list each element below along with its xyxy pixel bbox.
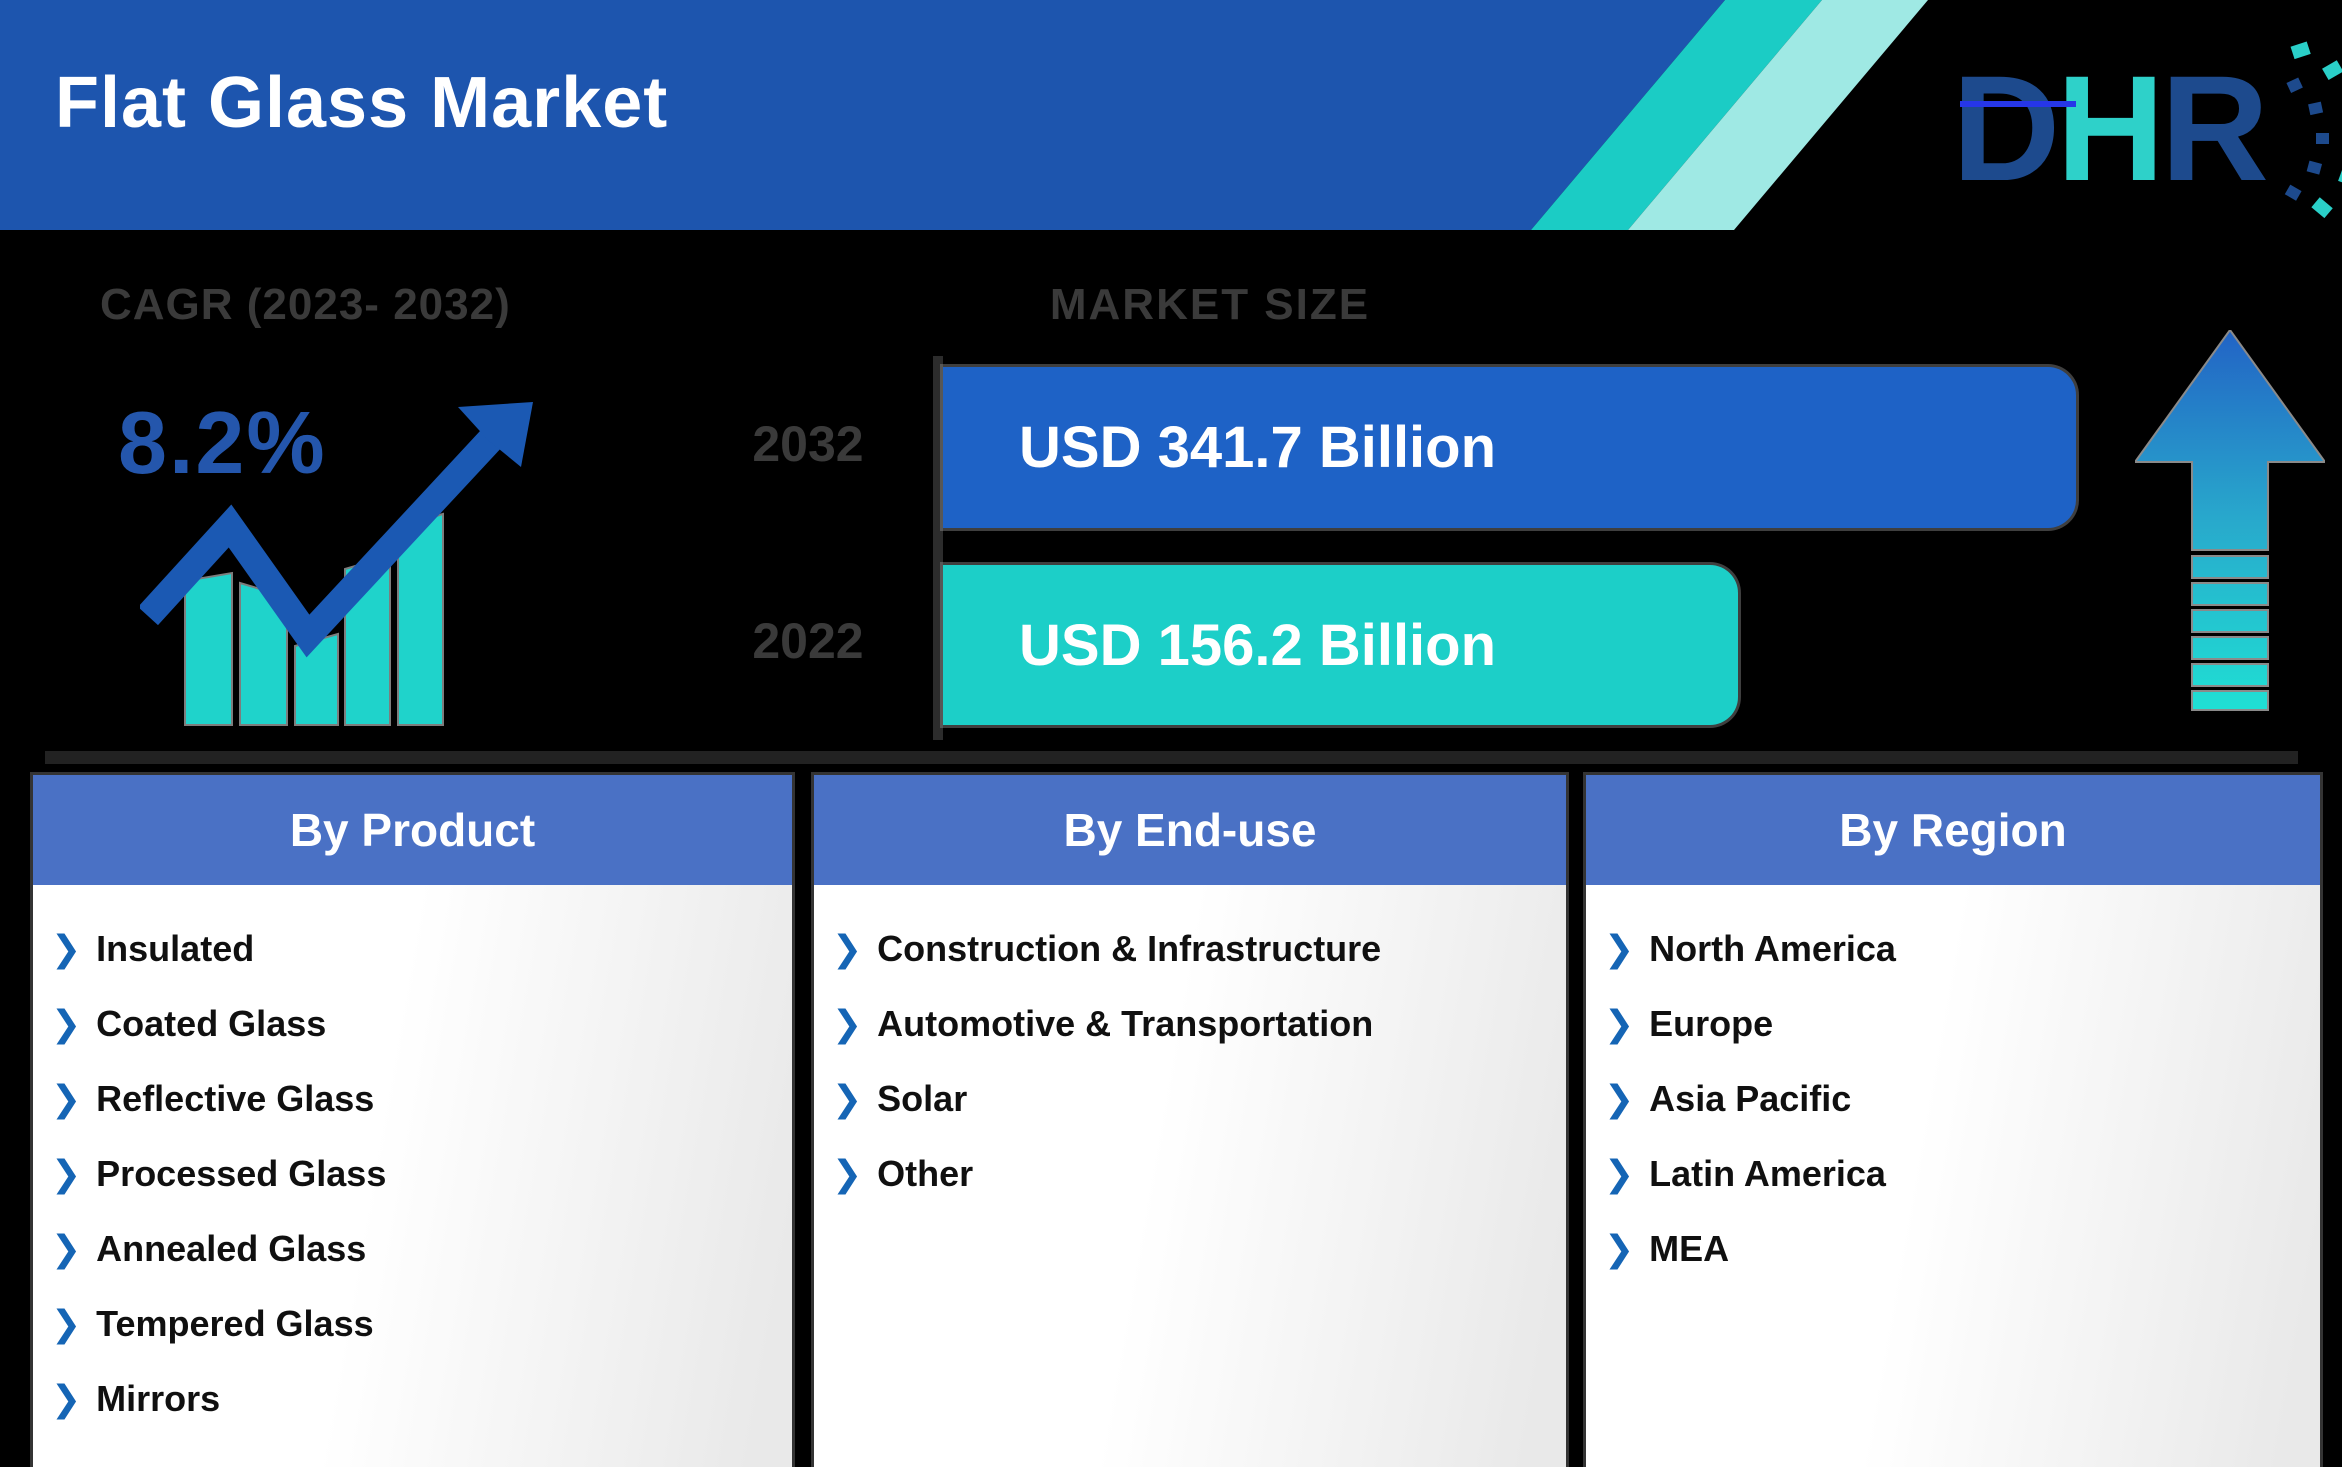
market-size-label: MARKET SIZE	[1049, 280, 1371, 329]
chevron-bullet-icon: ❯	[832, 927, 863, 969]
list-item: ❯ Automotive & Transportation	[832, 986, 1556, 1061]
list-item: ❯ North America	[1604, 911, 2310, 986]
chevron-bullet-icon: ❯	[1604, 1077, 1635, 1119]
list-item-label: Latin America	[1649, 1152, 1886, 1194]
list-item-label: Solar	[877, 1077, 968, 1119]
list-item: ❯ Insulated	[51, 911, 782, 986]
chevron-bullet-icon: ❯	[51, 1002, 82, 1044]
list-item: ❯ Tempered Glass	[51, 1286, 782, 1361]
list-item-label: Asia Pacific	[1649, 1077, 1852, 1119]
chevron-bullet-icon: ❯	[1604, 927, 1635, 969]
list-item: ❯ MEA	[1604, 1211, 2310, 1286]
logo-letter-d: D	[1952, 44, 2060, 212]
logo-accent-line	[1960, 101, 2076, 107]
growth-up-arrow-icon	[2135, 330, 2325, 711]
chevron-bullet-icon: ❯	[832, 1152, 863, 1194]
chevron-bullet-icon: ❯	[1604, 1002, 1635, 1044]
column-header-by-region: By Region	[1586, 775, 2320, 885]
list-item-label: Coated Glass	[96, 1002, 327, 1044]
list-item: ❯ Mirrors	[51, 1361, 782, 1436]
list-item: ❯ Latin America	[1604, 1136, 2310, 1211]
column-body-by-product: ❯ Insulated ❯ Coated Glass ❯ Reflective …	[33, 885, 792, 1467]
chevron-bullet-icon: ❯	[1604, 1152, 1635, 1194]
list-item-label: Annealed Glass	[96, 1227, 367, 1269]
segment-column-by-end-use: By End-use ❯ Construction & Infrastructu…	[811, 772, 1569, 1467]
logo-letter-h: H	[2056, 44, 2164, 212]
list-item-label: Processed Glass	[96, 1152, 387, 1194]
list-item-label: MEA	[1649, 1227, 1730, 1269]
market-size-bar-2032: USD 341.7 Billion	[943, 367, 2076, 528]
list-item-label: Other	[877, 1152, 974, 1194]
list-item: ❯ Solar	[832, 1061, 1556, 1136]
chevron-bullet-icon: ❯	[51, 1077, 82, 1119]
chevron-bullet-icon: ❯	[51, 1302, 82, 1344]
bar-axis-line	[933, 356, 943, 740]
list-item: ❯ Asia Pacific	[1604, 1061, 2310, 1136]
list-item-label: Europe	[1649, 1002, 1774, 1044]
list-item: ❯ Other	[832, 1136, 1556, 1211]
header-background	[0, 0, 1928, 230]
cagr-value: 8.2%	[118, 393, 327, 492]
year-label-2032: 2032	[752, 416, 864, 472]
list-item-label: Reflective Glass	[96, 1077, 375, 1119]
list-item: ❯ Coated Glass	[51, 986, 782, 1061]
list-item-label: Tempered Glass	[96, 1302, 374, 1344]
segment-column-by-product: By Product ❯ Insulated ❯ Coated Glass ❯ …	[30, 772, 795, 1467]
list-item-label: Mirrors	[96, 1377, 221, 1419]
list-item: ❯ Annealed Glass	[51, 1211, 782, 1286]
list-item-label: Automotive & Transportation	[877, 1002, 1374, 1044]
logo-letter-r: R	[2160, 44, 2269, 212]
year-label-2022: 2022	[752, 613, 864, 669]
list-item-label: North America	[1649, 927, 1896, 969]
chevron-bullet-icon: ❯	[51, 927, 82, 969]
section-divider	[45, 751, 2298, 764]
logo-dot-burst-icon	[2284, 41, 2342, 219]
chevron-bullet-icon: ❯	[832, 1077, 863, 1119]
list-item-label: Insulated	[96, 927, 255, 969]
list-item-label: Construction & Infrastructure	[877, 927, 1382, 969]
list-item: ❯ Reflective Glass	[51, 1061, 782, 1136]
list-item: ❯ Europe	[1604, 986, 2310, 1061]
list-item: ❯ Construction & Infrastructure	[832, 911, 1556, 986]
chevron-bullet-icon: ❯	[51, 1152, 82, 1194]
cagr-label: CAGR (2023- 2032)	[100, 280, 511, 329]
page-title: Flat Glass Market	[55, 63, 669, 143]
chevron-bullet-icon: ❯	[51, 1377, 82, 1419]
column-header-by-product: By Product	[33, 775, 792, 885]
dhr-logo: DHR	[1952, 41, 2342, 219]
column-body-by-region: ❯ North America ❯ Europe ❯ Asia Pacific …	[1586, 885, 2320, 1467]
column-header-by-end-use: By End-use	[814, 775, 1566, 885]
list-item: ❯ Processed Glass	[51, 1136, 782, 1211]
chevron-bullet-icon: ❯	[832, 1002, 863, 1044]
dhr-logo-letters: DHR	[1952, 48, 2269, 208]
chevron-bullet-icon: ❯	[51, 1227, 82, 1269]
growth-bar-chart-icon	[140, 402, 533, 726]
column-body-by-end-use: ❯ Construction & Infrastructure ❯ Automo…	[814, 885, 1566, 1467]
chevron-bullet-icon: ❯	[1604, 1227, 1635, 1269]
segment-column-by-region: By Region ❯ North America ❯ Europe ❯ Asi…	[1583, 772, 2323, 1467]
market-size-bar-2022: USD 156.2 Billion	[943, 565, 1738, 725]
